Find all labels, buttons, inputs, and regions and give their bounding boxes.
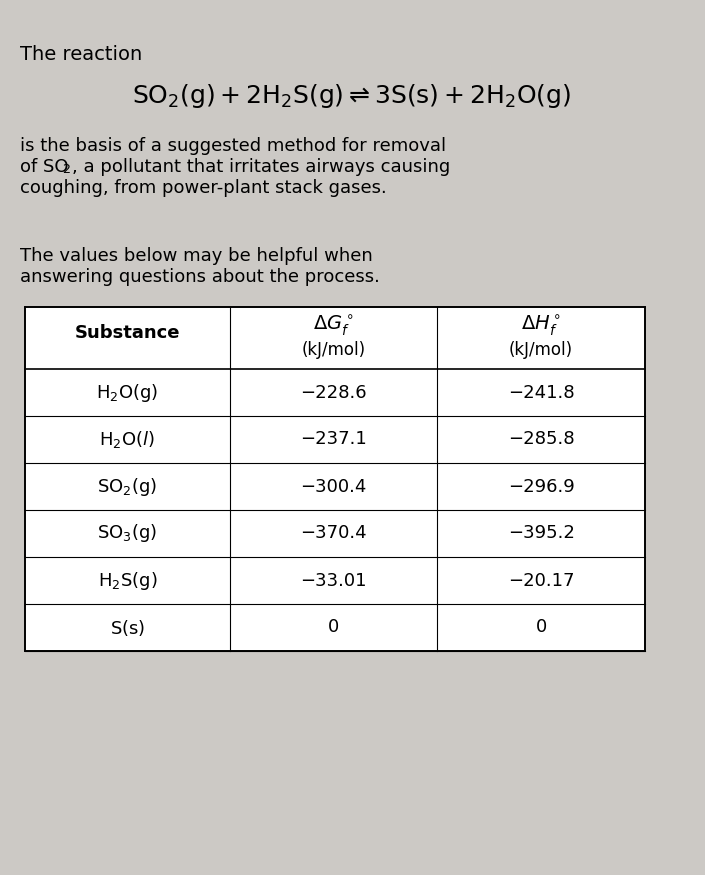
Text: −33.01: −33.01	[300, 571, 367, 590]
Text: $\mathrm{H_2O(\mathit{l})}$: $\mathrm{H_2O(\mathit{l})}$	[99, 429, 155, 450]
Text: $\mathrm{H_2S(g)}$: $\mathrm{H_2S(g)}$	[97, 570, 157, 592]
Text: The reaction: The reaction	[20, 45, 142, 64]
Text: $\mathrm{SO_2(g) + 2H_2S(g) \rightleftharpoons 3S(s) + 2H_2O(g)}$: $\mathrm{SO_2(g) + 2H_2S(g) \rightleftha…	[133, 82, 572, 110]
Text: $\mathrm{S(s)}$: $\mathrm{S(s)}$	[110, 618, 145, 638]
Text: of SO: of SO	[20, 158, 68, 176]
Bar	[25, 307, 645, 651]
Text: −296.9: −296.9	[508, 478, 575, 495]
Text: answering questions about the process.: answering questions about the process.	[20, 268, 380, 286]
Text: −20.17: −20.17	[508, 571, 575, 590]
Text: , a pollutant that irritates airways causing: , a pollutant that irritates airways cau…	[72, 158, 450, 176]
Text: −228.6: −228.6	[300, 383, 367, 402]
Text: $\mathrm{H_2O(g)}$: $\mathrm{H_2O(g)}$	[96, 382, 159, 403]
Text: (kJ/mol): (kJ/mol)	[509, 341, 573, 359]
Text: $\Delta G_f^\circ$: $\Delta G_f^\circ$	[313, 313, 354, 339]
Text: Substance: Substance	[75, 324, 180, 342]
Text: −241.8: −241.8	[508, 383, 575, 402]
Text: $\mathrm{SO_3(g)}$: $\mathrm{SO_3(g)}$	[97, 522, 157, 544]
Text: $_2$: $_2$	[62, 158, 71, 176]
Text: −300.4: −300.4	[300, 478, 367, 495]
Text: −370.4: −370.4	[300, 524, 367, 542]
Text: coughing, from power-plant stack gases.: coughing, from power-plant stack gases.	[20, 179, 387, 197]
Text: −237.1: −237.1	[300, 430, 367, 449]
Text: The values below may be helpful when: The values below may be helpful when	[20, 247, 373, 265]
Text: $\Delta H_f^\circ$: $\Delta H_f^\circ$	[521, 313, 561, 339]
Text: −285.8: −285.8	[508, 430, 575, 449]
Text: $\mathrm{SO_2(g)}$: $\mathrm{SO_2(g)}$	[97, 475, 157, 498]
Text: −395.2: −395.2	[508, 524, 575, 542]
Text: 0: 0	[536, 619, 547, 636]
Text: (kJ/mol): (kJ/mol)	[302, 341, 365, 359]
Text: 0: 0	[328, 619, 339, 636]
Text: is the basis of a suggested method for removal: is the basis of a suggested method for r…	[20, 137, 446, 155]
